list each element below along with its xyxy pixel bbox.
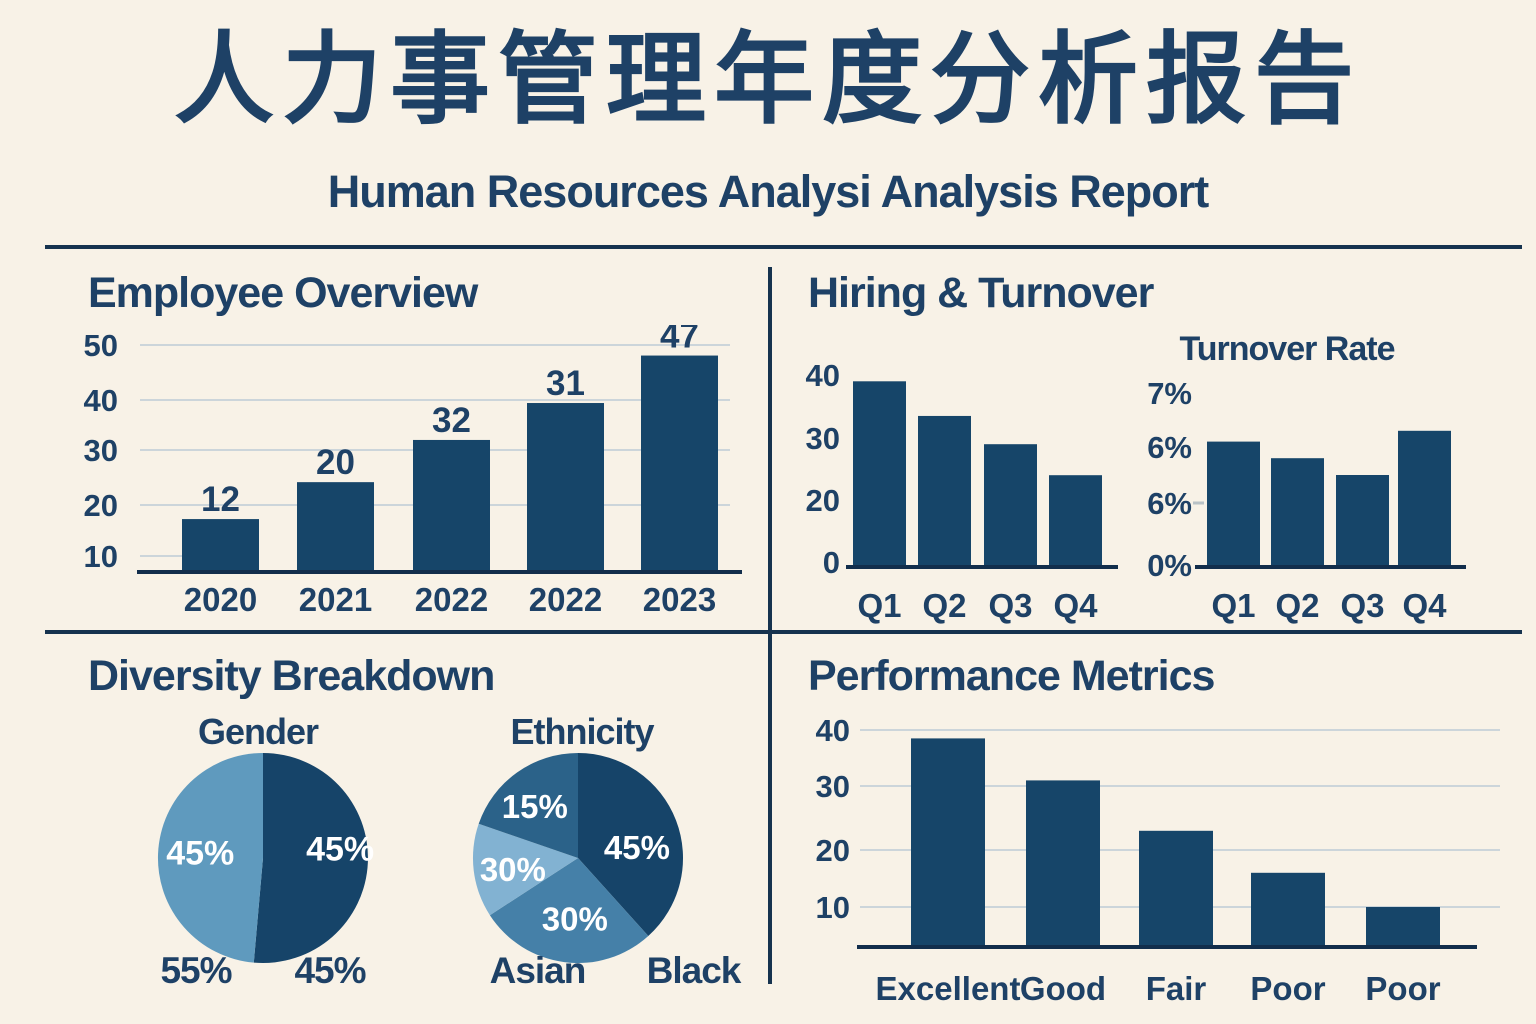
pie-slice bbox=[157, 753, 263, 963]
gender-pie-title: Gender bbox=[197, 711, 319, 752]
bar-Q1 bbox=[853, 381, 906, 567]
bar-Fair bbox=[1139, 830, 1213, 947]
pie-slice-label: 45% bbox=[166, 834, 234, 872]
category-label: 2022 bbox=[529, 581, 602, 618]
category-label: 2022 bbox=[415, 581, 488, 618]
y-tick-label: 0% bbox=[1147, 548, 1192, 583]
bar-2021 bbox=[297, 482, 374, 572]
gender-below-label-right: 45% bbox=[294, 950, 366, 991]
bar-value-label: 32 bbox=[432, 401, 471, 440]
category-label: Q2 bbox=[922, 587, 966, 624]
y-tick-label: 40 bbox=[806, 358, 840, 393]
divider-middle bbox=[45, 630, 1522, 634]
bar-Poor bbox=[1366, 907, 1440, 947]
pie-slice bbox=[253, 753, 368, 963]
category-label: Good bbox=[1020, 970, 1106, 1005]
gender-below-label-left: 55% bbox=[160, 950, 232, 991]
bar-value-label: 47 bbox=[660, 325, 699, 356]
category-label: Poor bbox=[1250, 970, 1325, 1005]
bar-value-label: 20 bbox=[316, 443, 355, 482]
report-subtitle-english: Human Resources Analysi Analysis Report bbox=[327, 166, 1209, 217]
y-tick-label: 20 bbox=[806, 483, 840, 518]
category-label: Excellent bbox=[876, 970, 1021, 1005]
category-label: Fair bbox=[1146, 970, 1207, 1005]
y-tick-label: 30 bbox=[84, 433, 118, 468]
category-label: Q4 bbox=[1053, 587, 1098, 624]
bar-2023 bbox=[641, 355, 718, 572]
y-tick-label: 50 bbox=[84, 328, 118, 363]
turnover-rate-bar-chart: 7% 6% 6% 0% Q1 Q2 Q3 Q4 bbox=[1147, 376, 1466, 624]
y-tick-label: 40 bbox=[84, 383, 118, 418]
category-label: 2020 bbox=[184, 581, 257, 618]
y-tick-label: 6% bbox=[1147, 430, 1192, 465]
category-label: Q1 bbox=[1211, 587, 1255, 624]
ethnicity-pie-chart: 45% 30% 30% 15% bbox=[472, 753, 684, 964]
gender-pie-chart: 45% 45% bbox=[157, 753, 374, 963]
bar-value-label: 12 bbox=[201, 480, 240, 519]
bar-Q1 bbox=[1207, 441, 1260, 567]
bar-2020 bbox=[182, 519, 259, 572]
panel-title-employee-overview: Employee Overview bbox=[88, 269, 478, 317]
bar-value-label: 31 bbox=[546, 364, 585, 403]
panel-title-hiring-turnover: Hiring & Turnover bbox=[808, 269, 1154, 317]
category-label: Poor bbox=[1365, 970, 1440, 1005]
ethnicity-below-label-asian: Asian bbox=[489, 950, 587, 991]
pie-slice bbox=[478, 753, 578, 858]
y-tick-label: 6% bbox=[1147, 486, 1192, 521]
category-label: Q3 bbox=[988, 587, 1032, 624]
y-tick-label: 0 bbox=[823, 545, 840, 580]
y-tick-label: 10 bbox=[84, 539, 118, 574]
y-tick-label: 40 bbox=[816, 713, 850, 748]
bar-Q3 bbox=[1336, 475, 1389, 567]
bar-2022 bbox=[413, 439, 490, 572]
pie-slice-label: 30% bbox=[542, 900, 608, 937]
pie-slice-label: 45% bbox=[306, 830, 374, 868]
pie-slice bbox=[489, 858, 649, 964]
ethnicity-below-label-black: Black bbox=[646, 950, 742, 991]
panel-title-diversity-breakdown: Diversity Breakdown bbox=[88, 652, 495, 700]
category-label: Q1 bbox=[857, 587, 901, 624]
employee-overview-bar-chart: 50 40 30 20 10 2020 2021 2022 2022 2023 12 20 32 31 47 bbox=[84, 325, 742, 618]
bar-Q4 bbox=[1049, 475, 1102, 567]
bar-Excellent bbox=[911, 738, 985, 947]
divider-top bbox=[45, 245, 1522, 249]
y-tick-label: 30 bbox=[806, 421, 840, 456]
pie-slice-label: 45% bbox=[604, 829, 670, 866]
bar-Q3 bbox=[984, 444, 1037, 567]
bar-2022 bbox=[527, 403, 604, 572]
divider-vertical bbox=[768, 267, 772, 984]
y-tick-label: 7% bbox=[1147, 376, 1192, 411]
bar-Good bbox=[1026, 780, 1100, 947]
turnover-rate-chart-title: Turnover Rate bbox=[1179, 330, 1396, 368]
pie-slice-label: 30% bbox=[480, 851, 546, 888]
y-tick-label: 20 bbox=[84, 488, 118, 523]
panel-title-performance-metrics: Performance Metrics bbox=[808, 652, 1215, 700]
performance-bar-chart: 40 30 20 10 Excellent Good Fair Poor Poor bbox=[816, 713, 1500, 1005]
category-label: Q2 bbox=[1275, 587, 1319, 624]
report-title-chinese: 人力事管理年度分析报告 bbox=[174, 24, 1362, 136]
category-label: Q3 bbox=[1340, 587, 1384, 624]
bar-Q2 bbox=[1271, 458, 1324, 567]
bar-Poor bbox=[1251, 872, 1325, 947]
category-label: 2023 bbox=[643, 581, 716, 618]
y-tick-label: 20 bbox=[816, 833, 850, 868]
ethnicity-pie-title: Ethnicity bbox=[510, 711, 654, 752]
bar-Q4 bbox=[1398, 430, 1451, 567]
y-tick-label: 10 bbox=[816, 890, 850, 925]
pie-slice bbox=[578, 753, 684, 936]
category-label: 2021 bbox=[299, 581, 372, 618]
hiring-bar-chart: 40 30 20 0 Q1 Q2 Q3 Q4 bbox=[806, 358, 1118, 624]
pie-slice bbox=[472, 823, 578, 916]
pie-slice-label: 15% bbox=[502, 788, 568, 825]
bar-Q2 bbox=[918, 415, 971, 567]
y-tick-label: 30 bbox=[816, 769, 850, 804]
category-label: Q4 bbox=[1402, 587, 1447, 624]
